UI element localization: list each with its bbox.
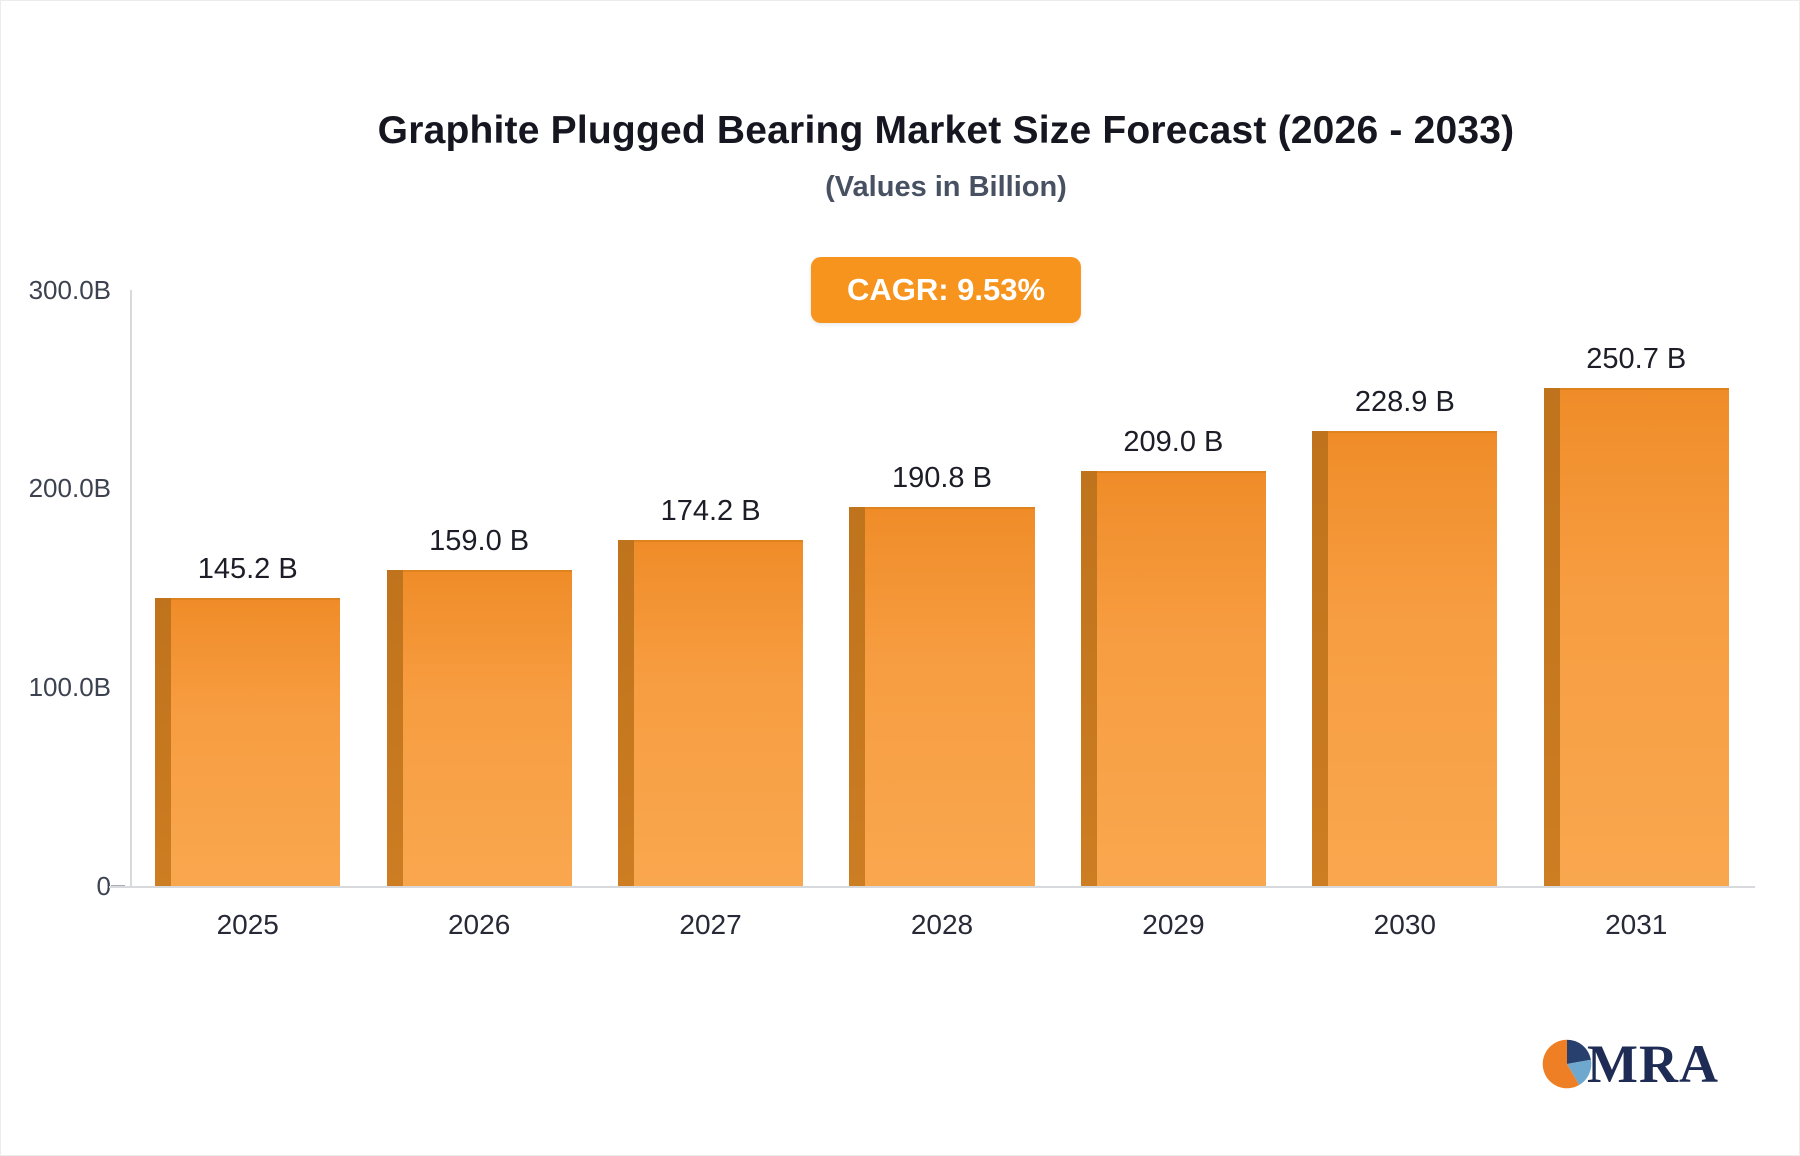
x-axis-label-2027: 2027 xyxy=(679,909,742,940)
x-axis-labels: 2025 2026 2027 2028 2029 2030 2031 xyxy=(132,909,1752,941)
x-axis-label-2025: 2025 xyxy=(216,909,279,940)
x-axis-label-2029: 2029 xyxy=(1142,909,1205,940)
bar-column-2025: 145.2 B xyxy=(132,290,363,887)
y-tick-300: 300.0B xyxy=(28,275,111,305)
chart-title: Graphite Plugged Bearing Market Size For… xyxy=(377,109,1515,152)
y-tick-0: 0 xyxy=(96,871,111,901)
y-tick-100: 100.0B xyxy=(28,672,111,702)
x-axis-label-2028: 2028 xyxy=(910,909,974,940)
bar-value-label: 190.8 B xyxy=(891,461,992,494)
bar-2026 xyxy=(386,570,572,886)
bar-column-2026: 159.0 B xyxy=(363,290,594,886)
bar-value-label: 250.7 B xyxy=(1586,342,1687,375)
chart-subtitle: (Values in Billion) xyxy=(825,171,1067,203)
pie-logo-icon xyxy=(1542,1039,1592,1089)
x-axis-label-2030: 2030 xyxy=(1373,909,1436,940)
bar-2027 xyxy=(617,539,804,887)
bar-value-label: 159.0 B xyxy=(429,525,530,558)
bar-value-label: 228.9 B xyxy=(1354,386,1455,419)
cagr-badge: CAGR: 9.53% xyxy=(810,257,1082,323)
y-axis-line xyxy=(130,290,132,888)
x-axis-label-2026: 2026 xyxy=(447,909,511,940)
bar-2025 xyxy=(155,597,341,887)
bar-column-2027: 174.2 B xyxy=(595,290,826,887)
bar-2029 xyxy=(1080,470,1266,887)
brand-logo: MRA xyxy=(1540,1037,1719,1091)
x-axis-line xyxy=(109,886,1755,888)
bar-column-2028: 190.8 B xyxy=(826,290,1057,887)
bar-column-2029: 209.0 B xyxy=(1058,290,1289,887)
bar-2028 xyxy=(849,506,1035,887)
y-tick-200: 200.0B xyxy=(28,473,111,503)
bar-column-2031: 250.7 B xyxy=(1521,290,1752,887)
bar-column-2030: 228.9 B xyxy=(1289,290,1520,886)
plot-area: 145.2 B 159.0 B 174.2 B 190.8 B 209.0 B 228.9… xyxy=(132,290,1752,887)
bar-2030 xyxy=(1312,431,1498,886)
logo-text: MRA xyxy=(1587,1034,1719,1094)
bar-2031 xyxy=(1543,387,1729,887)
bar-value-label: 145.2 B xyxy=(197,552,298,585)
bar-value-label: 209.0 B xyxy=(1123,425,1224,458)
bar-value-label: 174.2 B xyxy=(660,494,761,527)
x-axis-label-2031: 2031 xyxy=(1605,909,1668,940)
